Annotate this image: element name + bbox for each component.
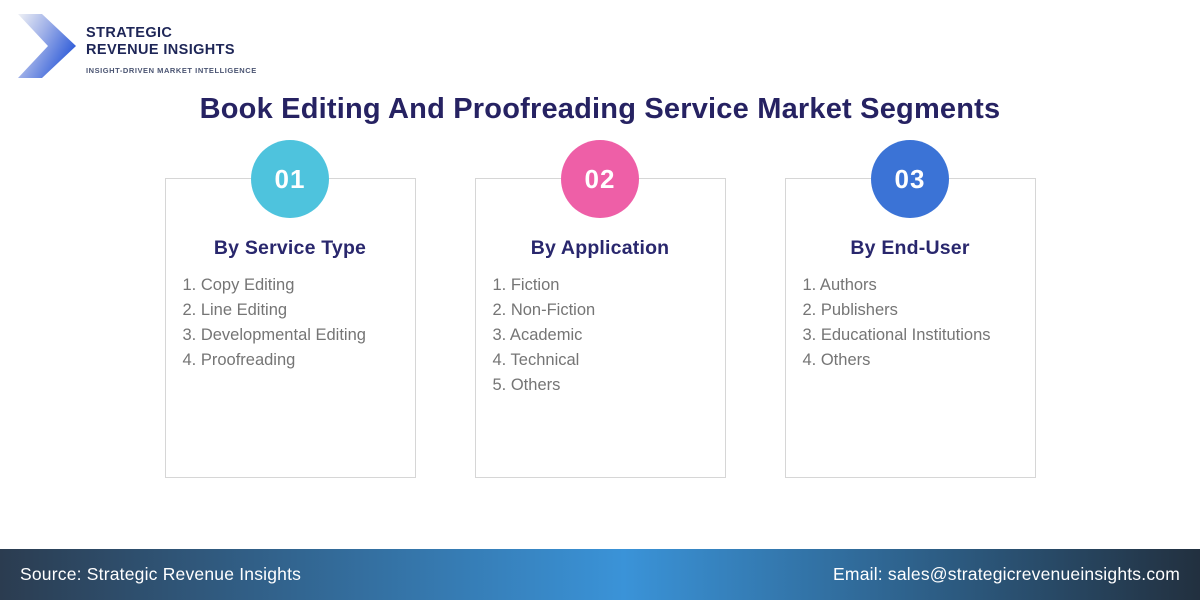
segment-number-badge: 02 xyxy=(561,140,639,218)
list-item: 1. Authors xyxy=(802,276,877,294)
source-text: Source: Strategic Revenue Insights xyxy=(20,564,302,584)
segment-items: 1. Fiction 2. Non-Fiction 3. Academic 4.… xyxy=(476,273,725,398)
logo-name-line2: REVENUE INSIGHTS xyxy=(86,41,236,58)
segment-title: By Service Type xyxy=(213,237,367,259)
list-item: 2. Line Editing xyxy=(182,301,288,319)
segment-title: By Application xyxy=(530,237,670,259)
list-item: 4. Proofreading xyxy=(182,351,296,369)
list-item: 2. Non-Fiction xyxy=(492,301,596,319)
logo-chevron-icon xyxy=(18,14,76,78)
email-text: Email: sales@strategicrevenueinsights.co… xyxy=(833,564,1180,584)
list-item: 5. Others xyxy=(492,376,561,394)
list-item: 1. Fiction xyxy=(492,276,560,294)
segment-title: By End-User xyxy=(850,237,970,259)
segments-row: 01 By Service Type 1. Copy Editing 2. Li… xyxy=(0,140,1200,478)
brand-logo: STRATEGIC REVENUE INSIGHTS INSIGHT-DRIVE… xyxy=(18,14,257,78)
segment-number-badge: 03 xyxy=(871,140,949,218)
segment-card-service-type: 01 By Service Type 1. Copy Editing 2. Li… xyxy=(164,140,416,478)
segment-number-badge: 01 xyxy=(251,140,329,218)
list-item: 1. Copy Editing xyxy=(182,276,295,294)
list-item: 4. Technical xyxy=(492,351,580,369)
list-item: 2. Publishers xyxy=(802,301,898,319)
logo-tagline: INSIGHT-DRIVEN MARKET INTELLIGENCE xyxy=(86,66,257,75)
list-item: 3. Developmental Editing xyxy=(182,326,366,344)
segment-items: 1. Copy Editing 2. Line Editing 3. Devel… xyxy=(166,273,415,373)
segment-card-end-user: 03 By End-User 1. Authors 2. Publishers … xyxy=(784,140,1036,478)
segment-items: 1. Authors 2. Publishers 3. Educational … xyxy=(786,273,1035,373)
list-item: 3. Academic xyxy=(492,326,583,344)
footer-bar: Source: Strategic Revenue Insights Email… xyxy=(0,549,1200,600)
list-item: 4. Others xyxy=(802,351,871,369)
logo-text: STRATEGIC REVENUE INSIGHTS INSIGHT-DRIVE… xyxy=(86,14,257,75)
list-item: 3. Educational Institutions xyxy=(802,326,991,344)
page-title: Book Editing And Proofreading Service Ma… xyxy=(199,93,1001,125)
segment-card-application: 02 By Application 1. Fiction 2. Non-Fict… xyxy=(474,140,726,478)
logo-name-line1: STRATEGIC xyxy=(86,25,173,41)
